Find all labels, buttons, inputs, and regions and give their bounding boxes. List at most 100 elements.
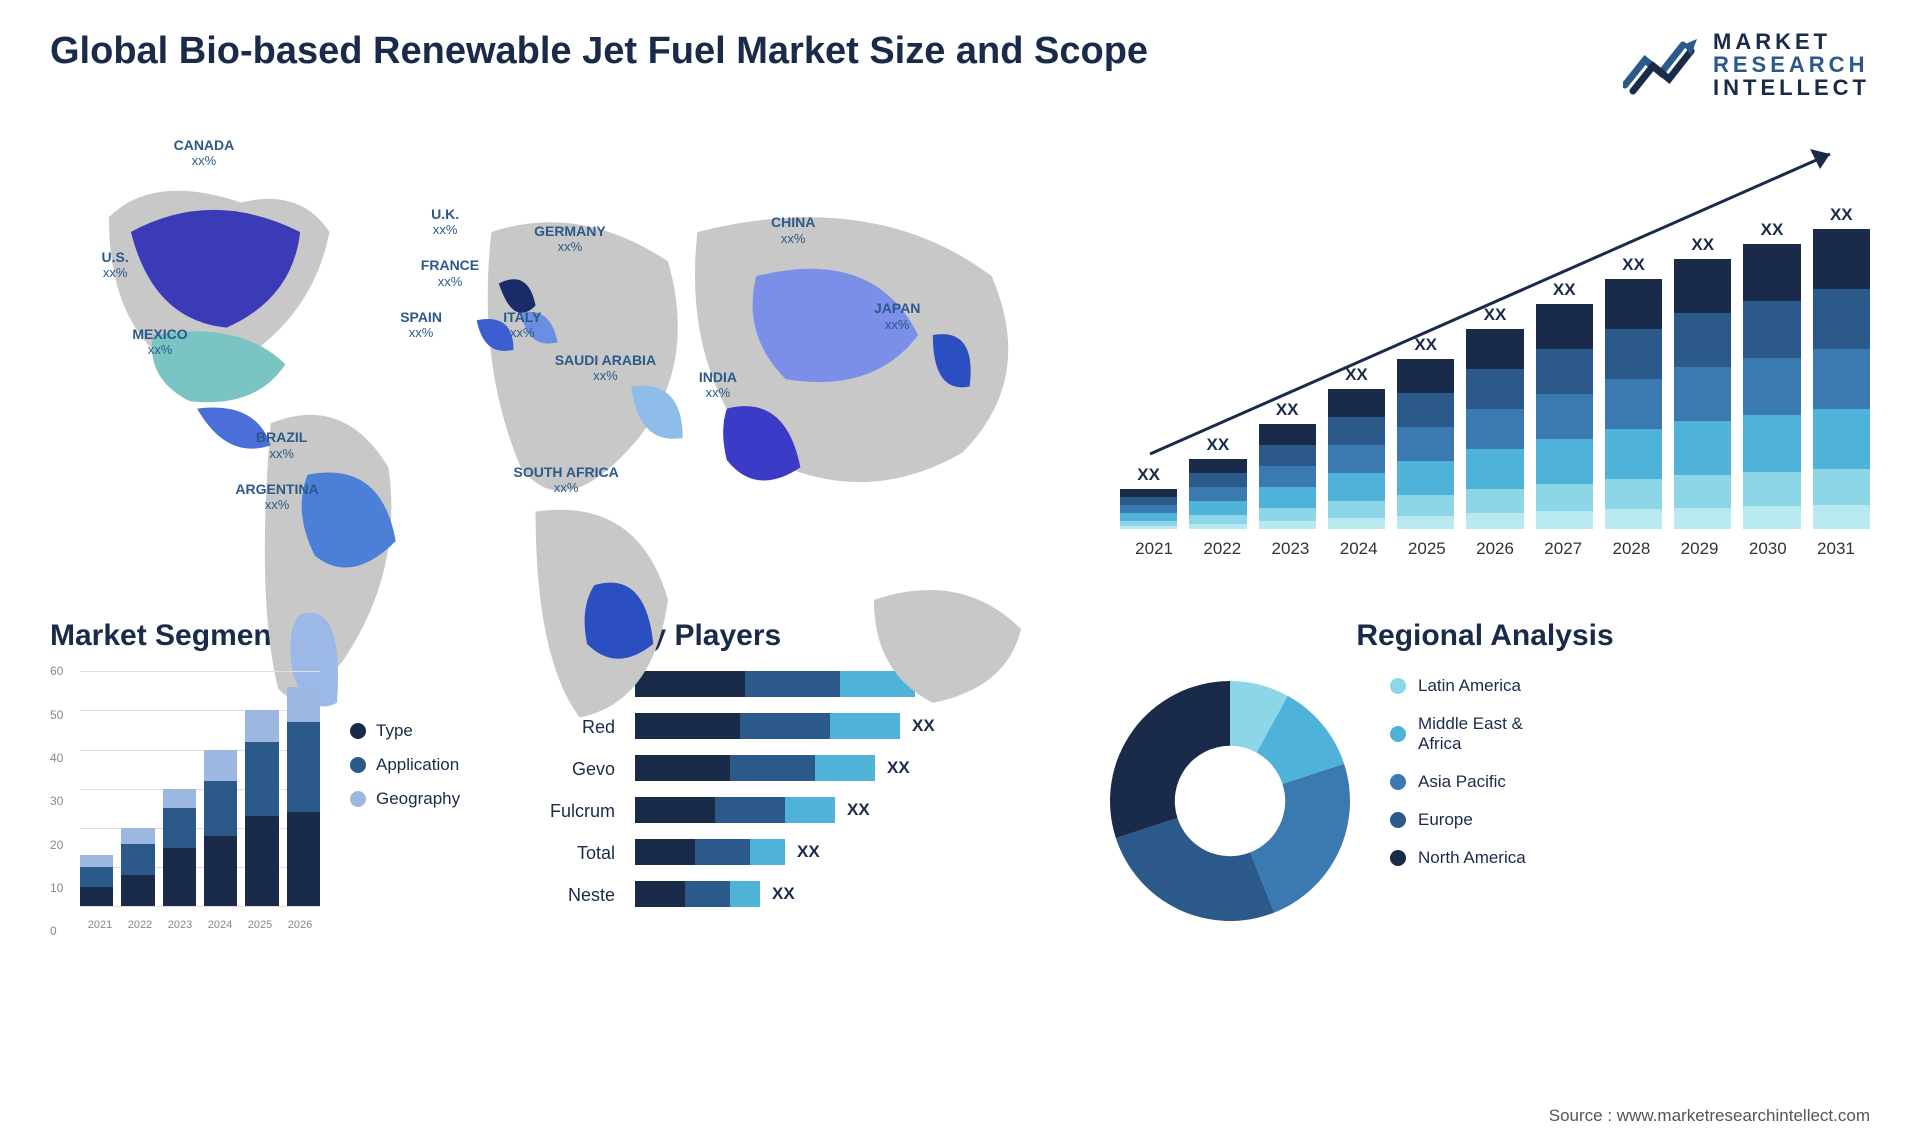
country-label: U.K.xx% — [431, 207, 459, 238]
growth-xaxis-label: 2021 — [1120, 539, 1188, 559]
growth-bar-label: XX — [1276, 400, 1299, 420]
country-label: CHINAxx% — [771, 215, 815, 246]
growth-xaxis-label: 2023 — [1256, 539, 1324, 559]
country-label: BRAZILxx% — [256, 430, 307, 461]
tkp-row-label: Total — [550, 843, 615, 869]
tkp-value-label: XX — [797, 842, 820, 862]
legend-item: Middle East & Africa — [1390, 714, 1570, 754]
logo-text: MARKET RESEARCH INTELLECT — [1713, 30, 1870, 99]
seg-bar — [80, 855, 113, 906]
legend-item: Latin America — [1390, 676, 1570, 696]
world-map: CANADAxx% U.S.xx% MEXICOxx% BRAZILxx% ARGENT… — [50, 129, 1080, 559]
growth-bar: XX — [1674, 235, 1731, 529]
seg-bar — [204, 750, 237, 907]
growth-bar-label: XX — [1691, 235, 1714, 255]
growth-bar-label: XX — [1345, 365, 1368, 385]
country-label: INDIAxx% — [699, 370, 737, 401]
tkp-row: XX — [635, 881, 1070, 907]
growth-bar-label: XX — [1137, 465, 1160, 485]
growth-xaxis-label: 2031 — [1802, 539, 1870, 559]
tkp-value-label: XX — [847, 800, 870, 820]
country-label: SAUDI ARABIAxx% — [555, 353, 656, 384]
country-label: MEXICOxx% — [132, 327, 187, 358]
regional-analysis-title: Regional Analysis — [1100, 619, 1870, 653]
growth-bar: XX — [1328, 365, 1385, 529]
growth-bar: XX — [1120, 465, 1177, 529]
country-label: CANADAxx% — [174, 138, 235, 169]
country-label: U.S.xx% — [102, 250, 129, 281]
legend-item: Asia Pacific — [1390, 772, 1570, 792]
growth-xaxis-label: 2026 — [1461, 539, 1529, 559]
growth-xaxis-label: 2024 — [1325, 539, 1393, 559]
donut-segment — [1116, 818, 1274, 921]
seg-xaxis-label: 2026 — [280, 919, 320, 931]
country-label: FRANCExx% — [421, 258, 479, 289]
seg-ylabel: 20 — [50, 838, 63, 852]
page-title: Global Bio-based Renewable Jet Fuel Mark… — [50, 30, 1148, 73]
growth-bar: XX — [1536, 280, 1593, 529]
regional-legend: Latin America Middle East & Africa Asia Pa… — [1390, 671, 1570, 868]
country-label: ARGENTINAxx% — [235, 482, 318, 513]
country-label: ITALYxx% — [503, 310, 541, 341]
growth-xaxis-label: 2027 — [1529, 539, 1597, 559]
donut-segment — [1110, 681, 1230, 838]
growth-bar-label: XX — [1553, 280, 1576, 300]
tkp-value-label: XX — [772, 884, 795, 904]
country-label: GERMANYxx% — [534, 224, 606, 255]
growth-bar: XX — [1397, 335, 1454, 529]
growth-bar-label: XX — [1207, 435, 1230, 455]
growth-bar-label: XX — [1830, 205, 1853, 225]
seg-ylabel: 0 — [50, 924, 57, 938]
header: Global Bio-based Renewable Jet Fuel Mark… — [50, 30, 1870, 99]
seg-ylabel: 50 — [50, 708, 63, 722]
seg-ylabel: 40 — [50, 751, 63, 765]
growth-bar-label: XX — [1761, 220, 1784, 240]
seg-ylabel: 30 — [50, 794, 63, 808]
growth-bar-label: XX — [1414, 335, 1437, 355]
growth-bar: XX — [1259, 400, 1316, 529]
growth-bar-label: XX — [1622, 255, 1645, 275]
logo-line2: RESEARCH — [1713, 53, 1870, 76]
country-label: SPAINxx% — [400, 310, 442, 341]
seg-bar — [287, 687, 320, 906]
seg-xaxis-label: 2023 — [160, 919, 200, 931]
growth-bar: XX — [1189, 435, 1246, 529]
logo-line1: MARKET — [1713, 30, 1870, 53]
country-label: SOUTH AFRICAxx% — [514, 465, 619, 496]
growth-xaxis-label: 2030 — [1734, 539, 1802, 559]
growth-bar-label: XX — [1484, 305, 1507, 325]
logo: MARKET RESEARCH INTELLECT — [1623, 30, 1870, 99]
country-label: JAPANxx% — [874, 301, 920, 332]
seg-bar — [121, 828, 154, 906]
segmentation-chart: 202120222023202420252026 0102030405060 — [50, 671, 320, 931]
seg-xaxis-label: 2024 — [200, 919, 240, 931]
seg-xaxis-label: 2022 — [120, 919, 160, 931]
growth-chart: XXXXXXXXXXXXXXXXXXXXXX 20212022202320242… — [1120, 129, 1870, 559]
seg-xaxis-label: 2025 — [240, 919, 280, 931]
top-row: CANADAxx% U.S.xx% MEXICOxx% BRAZILxx% ARGENT… — [50, 129, 1870, 559]
seg-bar — [163, 789, 196, 906]
growth-xaxis-label: 2028 — [1597, 539, 1665, 559]
regional-donut-chart — [1100, 671, 1360, 931]
legend-item: Europe — [1390, 810, 1570, 830]
tkp-row: XX — [635, 797, 1070, 823]
tkp-row-label: Fulcrum — [550, 801, 615, 827]
tkp-row-label: Gevo — [550, 759, 615, 785]
growth-bar: XX — [1743, 220, 1800, 529]
regional-analysis-panel: Regional Analysis Latin America Middle Ea… — [1100, 619, 1870, 931]
seg-bar — [245, 710, 278, 906]
growth-xaxis-label: 2025 — [1393, 539, 1461, 559]
growth-xaxis-label: 2029 — [1666, 539, 1734, 559]
seg-ylabel: 60 — [50, 664, 63, 678]
growth-bar: XX — [1605, 255, 1662, 529]
legend-item: North America — [1390, 848, 1570, 868]
logo-line3: INTELLECT — [1713, 76, 1870, 99]
legend-item: Geography — [350, 789, 460, 809]
tkp-row-label: Neste — [550, 885, 615, 911]
source-attribution: Source : www.marketresearchintellect.com — [1549, 1106, 1870, 1126]
growth-bar: XX — [1466, 305, 1523, 529]
seg-xaxis-label: 2021 — [80, 919, 120, 931]
logo-chart-icon — [1623, 35, 1701, 95]
growth-bar: XX — [1813, 205, 1870, 529]
tkp-row: XX — [635, 839, 1070, 865]
